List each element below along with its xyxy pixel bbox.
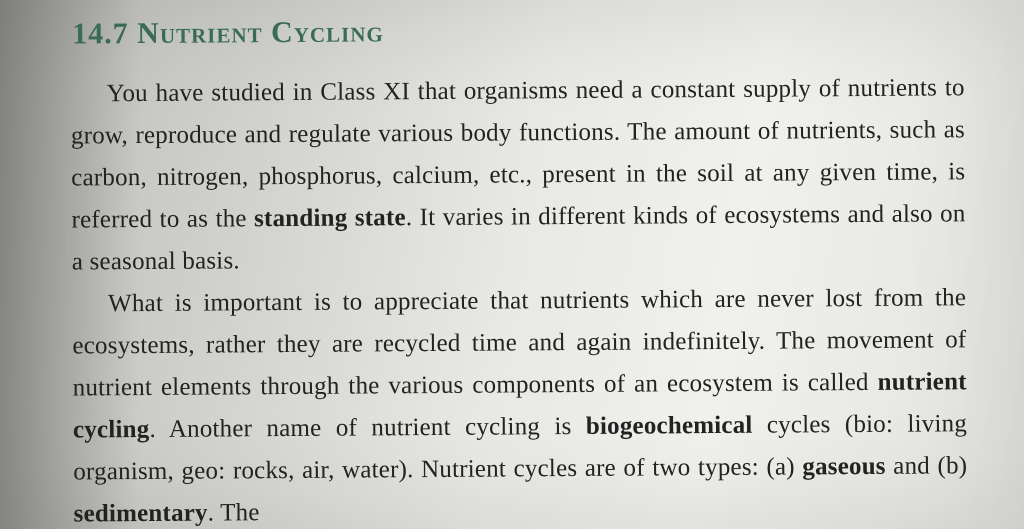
section-title: Nutrient Cycling bbox=[137, 15, 384, 50]
p2-text-mid3: and (b) bbox=[886, 452, 968, 480]
paragraph-1: You have studied in Class XI that organi… bbox=[71, 67, 966, 283]
textbook-page: 14.7 Nutrient Cycling You have studied i… bbox=[0, 0, 1024, 529]
p1-bold-standing-state: standing state bbox=[254, 204, 406, 232]
p2-bold-sedimentary: sedimentary bbox=[73, 500, 207, 528]
p2-text-post: . The bbox=[208, 499, 260, 526]
section-number: 14.7 bbox=[72, 17, 129, 50]
section-heading: 14.7 Nutrient Cycling bbox=[72, 11, 964, 51]
p2-bold-biogeochemical: biogeochemical bbox=[586, 412, 753, 440]
p2-text-pre: What is important is to appreciate that … bbox=[72, 284, 966, 401]
p2-text-mid1: . Another name of nutrient cycling is bbox=[149, 413, 586, 443]
paragraph-2: What is important is to appreciate that … bbox=[72, 277, 968, 529]
p2-bold-gaseous: gaseous bbox=[802, 453, 886, 481]
